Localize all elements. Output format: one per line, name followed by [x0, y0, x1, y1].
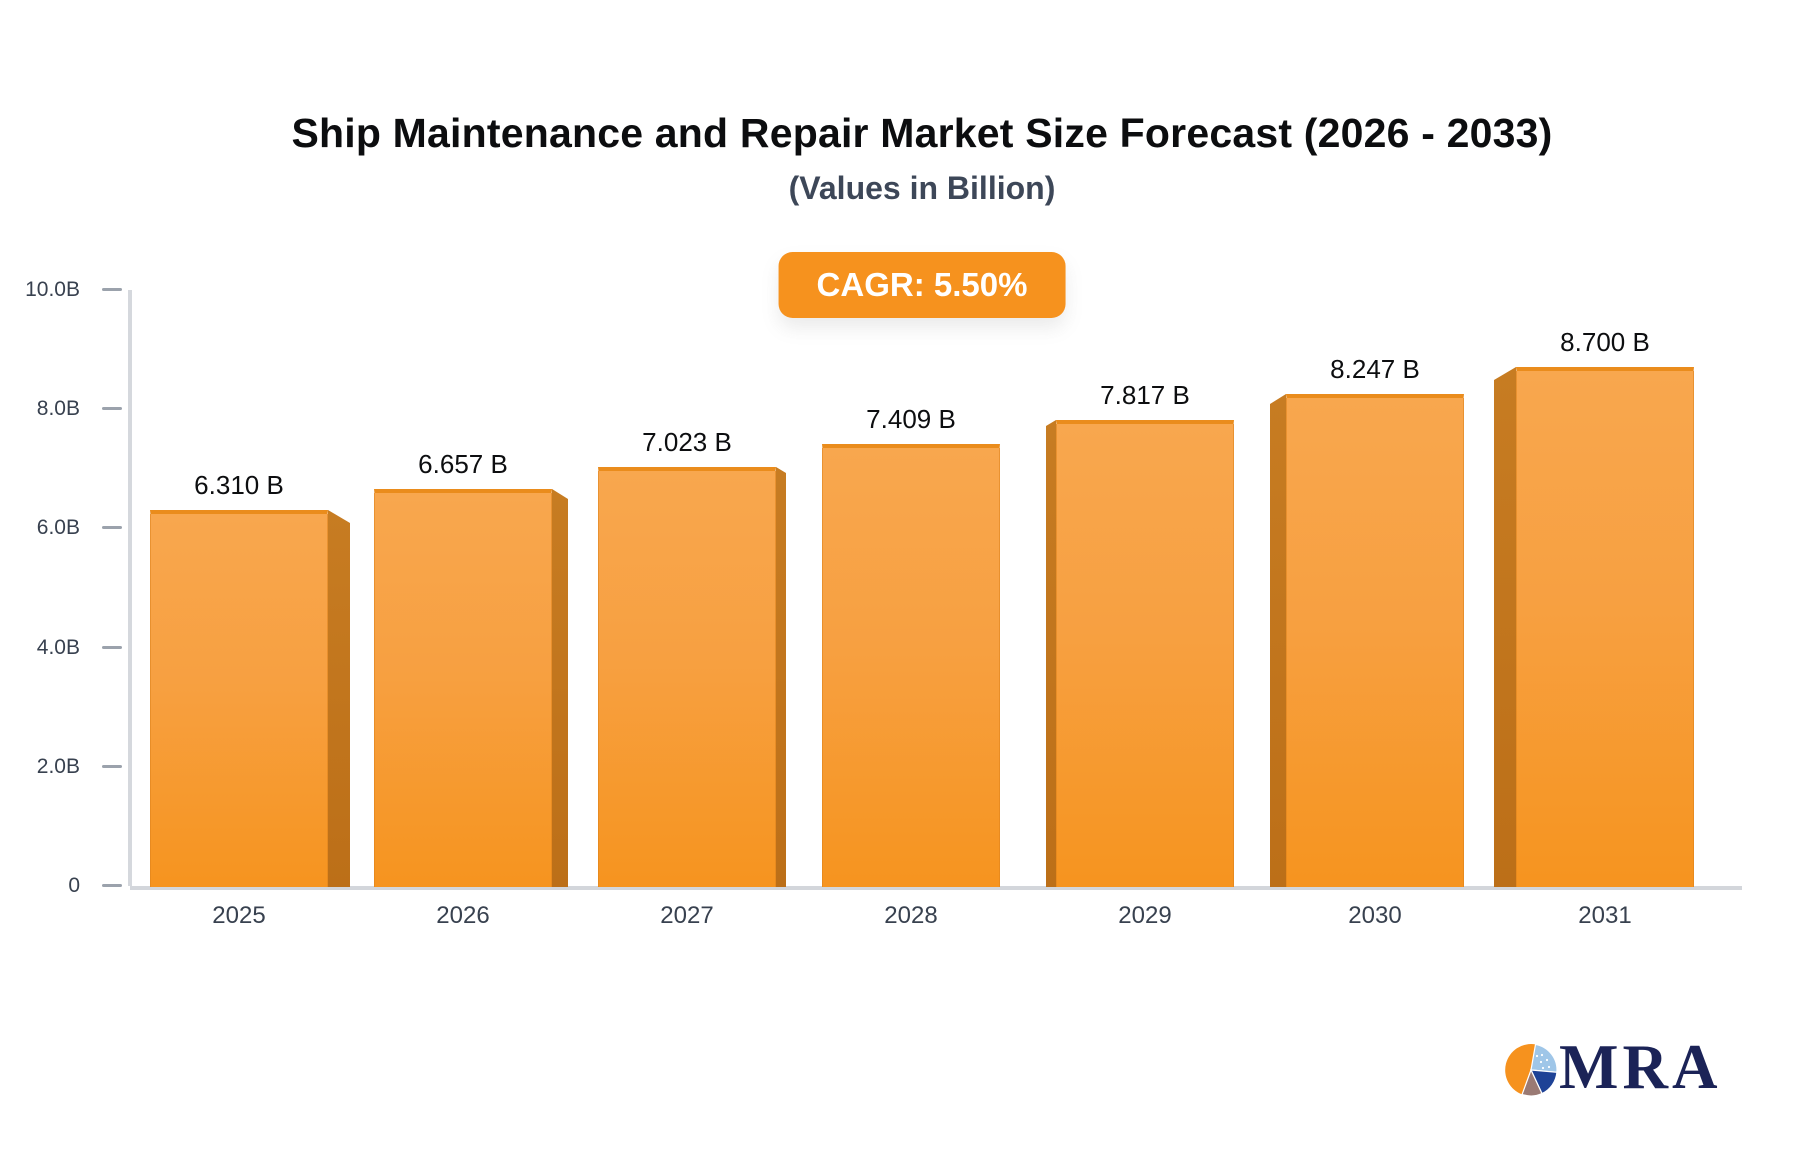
y-axis-tick [102, 646, 122, 649]
logo-pie-icon [1505, 1043, 1558, 1097]
x-axis-label: 2027 [660, 902, 714, 929]
bar-value-label: 7.023 B [642, 427, 732, 457]
brand-logo: MRA [1503, 1034, 1763, 1124]
bar-value-label: 7.409 B [866, 404, 956, 434]
bar-value-label: 7.817 B [1100, 380, 1190, 410]
bar-2031-side [1494, 367, 1516, 887]
y-axis-tick [102, 884, 122, 887]
x-axis-label: 2028 [884, 902, 938, 929]
x-axis-line [130, 886, 1742, 890]
bar-2029 [1056, 420, 1234, 887]
y-axis-tick [102, 288, 122, 291]
y-axis-label: 8.0B [36, 397, 80, 420]
logo-text: MRA [1559, 1032, 1722, 1102]
bar-2029-side [1046, 420, 1056, 887]
bar-2025 [150, 510, 328, 887]
y-axis-tick [102, 765, 122, 768]
y-axis-label: 0 [68, 874, 80, 897]
y-axis-tick [102, 407, 122, 410]
bar-value-label: 8.700 B [1560, 327, 1650, 357]
y-axis-label: 6.0B [36, 516, 80, 539]
chart-title: Ship Maintenance and Repair Market Size … [291, 110, 1553, 156]
y-axis-line [128, 290, 132, 886]
x-axis-label: 2031 [1578, 902, 1632, 929]
bar-2027 [598, 467, 776, 887]
bar-2030 [1286, 394, 1464, 887]
y-axis-label: 10.0B [25, 278, 80, 301]
bar-2026 [374, 489, 552, 887]
bar-2027-side [776, 467, 786, 887]
bar-2031 [1516, 367, 1694, 887]
y-axis-label: 2.0B [36, 755, 80, 778]
x-axis-label: 2030 [1348, 902, 1402, 929]
bar-value-label: 8.247 B [1330, 354, 1420, 384]
x-axis-label: 2025 [212, 902, 266, 929]
y-axis-label: 4.0B [36, 636, 80, 659]
bar-value-label: 6.310 B [194, 470, 284, 500]
cagr-badge: CAGR: 5.50% [778, 252, 1066, 318]
bar-2025-side [328, 510, 350, 887]
bar-value-label: 6.657 B [418, 449, 508, 479]
bar-2026-side [552, 489, 568, 887]
bar-2030-side [1270, 394, 1286, 887]
bar-2028 [822, 444, 1000, 887]
x-axis-label: 2029 [1118, 902, 1172, 929]
x-axis-label: 2026 [436, 902, 490, 929]
chart-subtitle: (Values in Billion) [788, 170, 1056, 206]
y-axis-tick [102, 526, 122, 529]
